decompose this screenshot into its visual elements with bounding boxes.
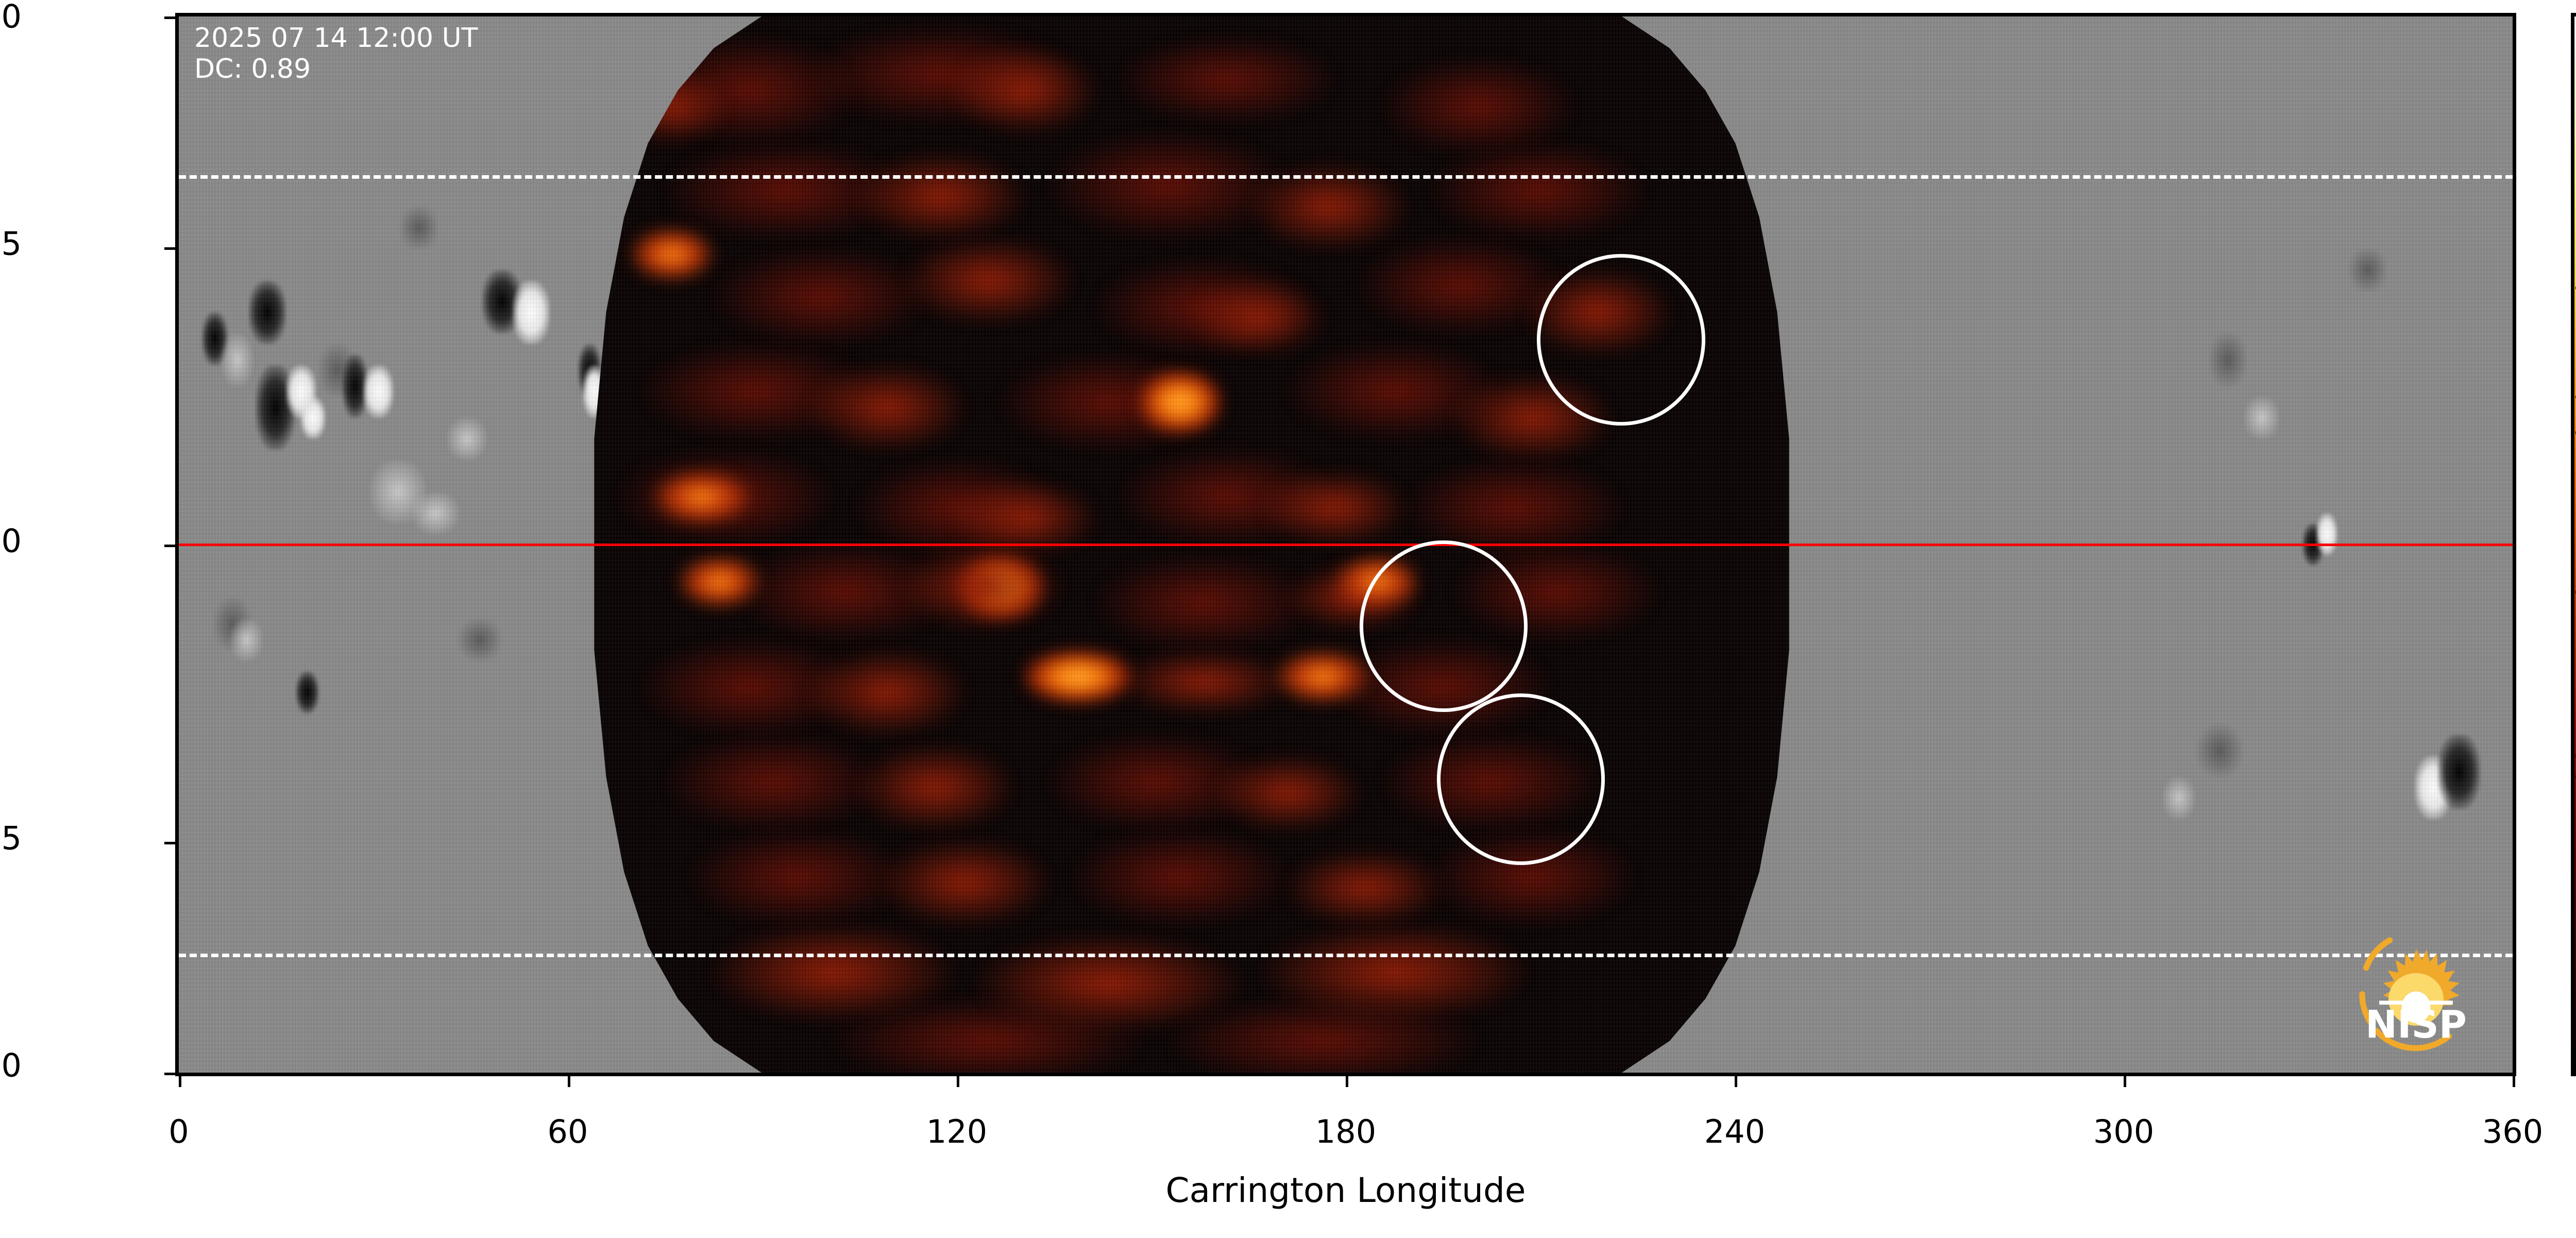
x-tick-label: 180: [1315, 1113, 1377, 1150]
y-tick: [164, 841, 179, 844]
x-tick-label: 0: [168, 1113, 189, 1150]
x-tick: [179, 1073, 181, 1087]
y-tick: [164, 247, 179, 250]
annotation-circle: [1436, 693, 1605, 866]
x-tick-label: 240: [1704, 1113, 1766, 1150]
y-axis-label: Latitude: [0, 490, 5, 631]
y-tick-label: 0: [1, 522, 22, 560]
colorbar-farside: 0 100 200 300 400 500 600 700 800 Farsid…: [2571, 13, 2576, 1076]
duty-cycle-line: DC: 0.89: [194, 54, 311, 85]
plot-canvas: 2025 07 14 12:00 UT DC: 0.89 NISP: [179, 16, 2513, 1073]
y-tick-label: 45: [0, 225, 22, 263]
x-tick: [956, 1073, 959, 1087]
timestamp-line: 2025 07 14 12:00 UT: [194, 23, 478, 54]
magnetogram-plot: 2025 07 14 12:00 UT DC: 0.89 NISP: [164, 13, 2543, 1210]
y-tick-label: -80: [0, 1046, 22, 1084]
x-axis-label: Carrington Longitude: [1165, 1171, 1526, 1210]
x-tick-label: 360: [2482, 1113, 2544, 1150]
y-tick-label: -45: [0, 819, 22, 857]
latitude-guide-north: [179, 175, 2513, 179]
nisp-logo: NISP: [2350, 926, 2482, 1057]
y-tick: [164, 16, 179, 19]
annotation-circle: [1537, 254, 1705, 426]
x-tick-label: 300: [2093, 1113, 2155, 1150]
x-tick: [2513, 1073, 2515, 1087]
nisp-acronym: NISP: [2365, 1003, 2467, 1047]
annotation-circle: [1360, 540, 1528, 712]
colorbar-farside-label: Farside Magnetic Strength (Gauss): [2571, 279, 2576, 849]
x-tick: [1346, 1073, 1348, 1087]
equator-line: [179, 544, 2513, 546]
x-tick: [1735, 1073, 1737, 1087]
x-tick: [568, 1073, 570, 1087]
x-tick-label: 60: [547, 1113, 588, 1150]
y-tick: [164, 1073, 179, 1075]
x-tick: [2123, 1073, 2126, 1087]
timestamp-overlay: 2025 07 14 12:00 UT DC: 0.89: [194, 23, 478, 85]
y-tick: [164, 545, 179, 547]
x-tick-label: 120: [926, 1113, 988, 1150]
y-tick-label: 80: [0, 0, 22, 36]
latitude-guide-south: [179, 954, 2513, 958]
